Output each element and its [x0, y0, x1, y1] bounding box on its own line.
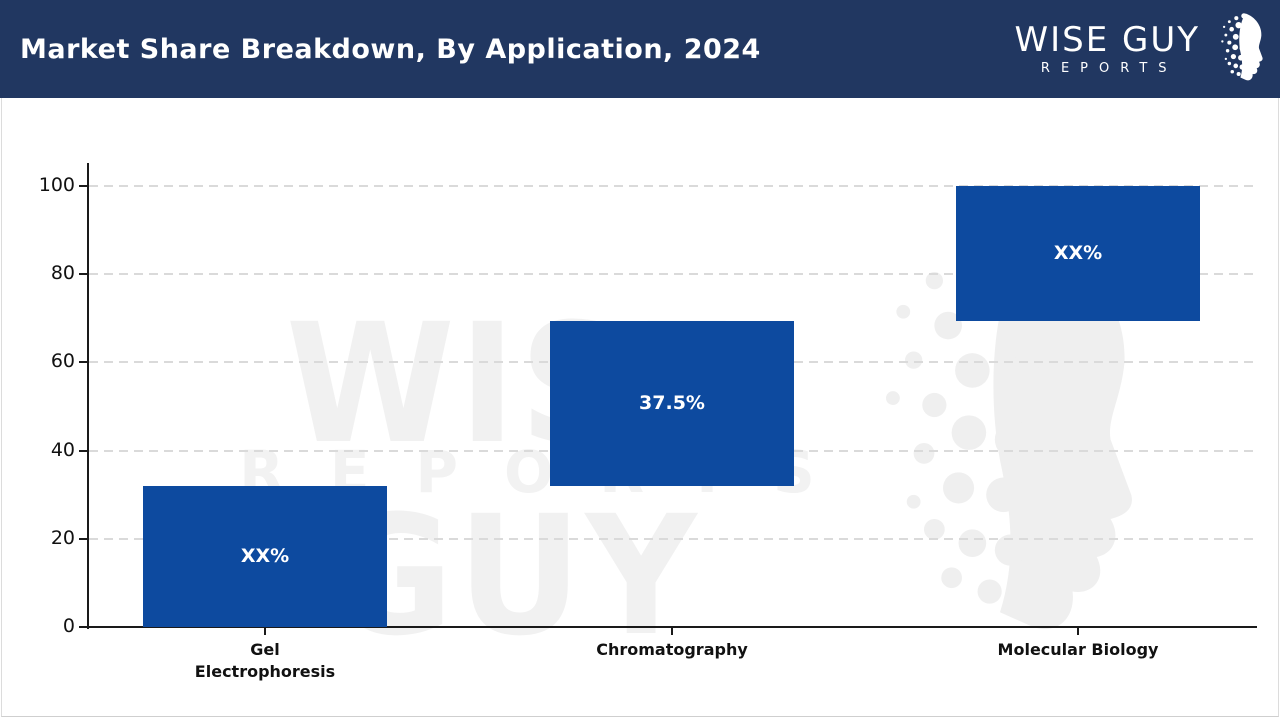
x-category-label-molecular-biology: Molecular Biology	[928, 639, 1228, 661]
brand-head-icon	[1221, 13, 1263, 81]
gridline-80	[89, 273, 1257, 276]
y-tick-60	[79, 361, 87, 364]
y-tick-label-40: 40	[50, 438, 75, 461]
brand-name-text: WISE GUY	[1014, 19, 1200, 60]
x-category-label-line: Molecular Biology	[997, 640, 1159, 659]
chart-canvas: WISE GUY REPORTS 020406080100XX%GelElect…	[1, 98, 1279, 717]
waterfall-chart: 0 20 40 60 80 100 XX% Gel Electrophoresis 37.5% Ch…	[2, 98, 1278, 716]
x-category-label-line: Gel	[250, 640, 280, 659]
y-tick-40	[79, 449, 87, 452]
y-tick-label-60: 60	[50, 350, 75, 373]
bar-value-label: 37.5%	[639, 392, 705, 415]
y-axis-line	[87, 163, 89, 629]
gridline-20	[89, 537, 1257, 540]
brand-subtitle-text: REPORTS	[1040, 60, 1178, 76]
y-tick-0	[79, 626, 87, 628]
x-category-label-gel-electrophoresis: Gel Electrophoresis	[115, 639, 415, 682]
y-tick-100	[79, 185, 87, 187]
bar-gel-electrophoresis: XX%	[143, 485, 387, 627]
y-tick-label-20: 20	[50, 526, 75, 549]
header-bar: Market Share Breakdown, By Application, …	[0, 0, 1280, 98]
y-tick-label-80: 80	[50, 262, 75, 285]
x-tick-gel-electrophoresis	[264, 628, 266, 635]
brand-wordmark: WISE GUY REPORTS	[1014, 23, 1200, 76]
x-category-label-line: Chromatography	[596, 640, 748, 659]
bar-value-label: XX%	[240, 545, 290, 568]
x-category-label-chromatography: Chromatography	[522, 639, 822, 661]
page-title: Market Share Breakdown, By Application, …	[20, 33, 761, 65]
bar-molecular-biology: XX%	[956, 186, 1200, 321]
y-tick-20	[79, 537, 87, 540]
x-axis-line	[87, 626, 1257, 628]
x-category-label-line: Electrophoresis	[194, 661, 336, 681]
brand-logo: WISE GUY REPORTS	[1014, 7, 1266, 91]
y-tick-label-100: 100	[38, 174, 75, 196]
x-tick-chromatography	[671, 628, 673, 635]
y-tick-label-0: 0	[62, 615, 75, 637]
bar-value-label: XX%	[1053, 242, 1103, 265]
gridline-100	[89, 185, 1257, 187]
x-tick-molecular-biology	[1077, 628, 1079, 635]
bar-chromatography: 37.5%	[550, 320, 794, 486]
y-tick-80	[79, 273, 87, 276]
